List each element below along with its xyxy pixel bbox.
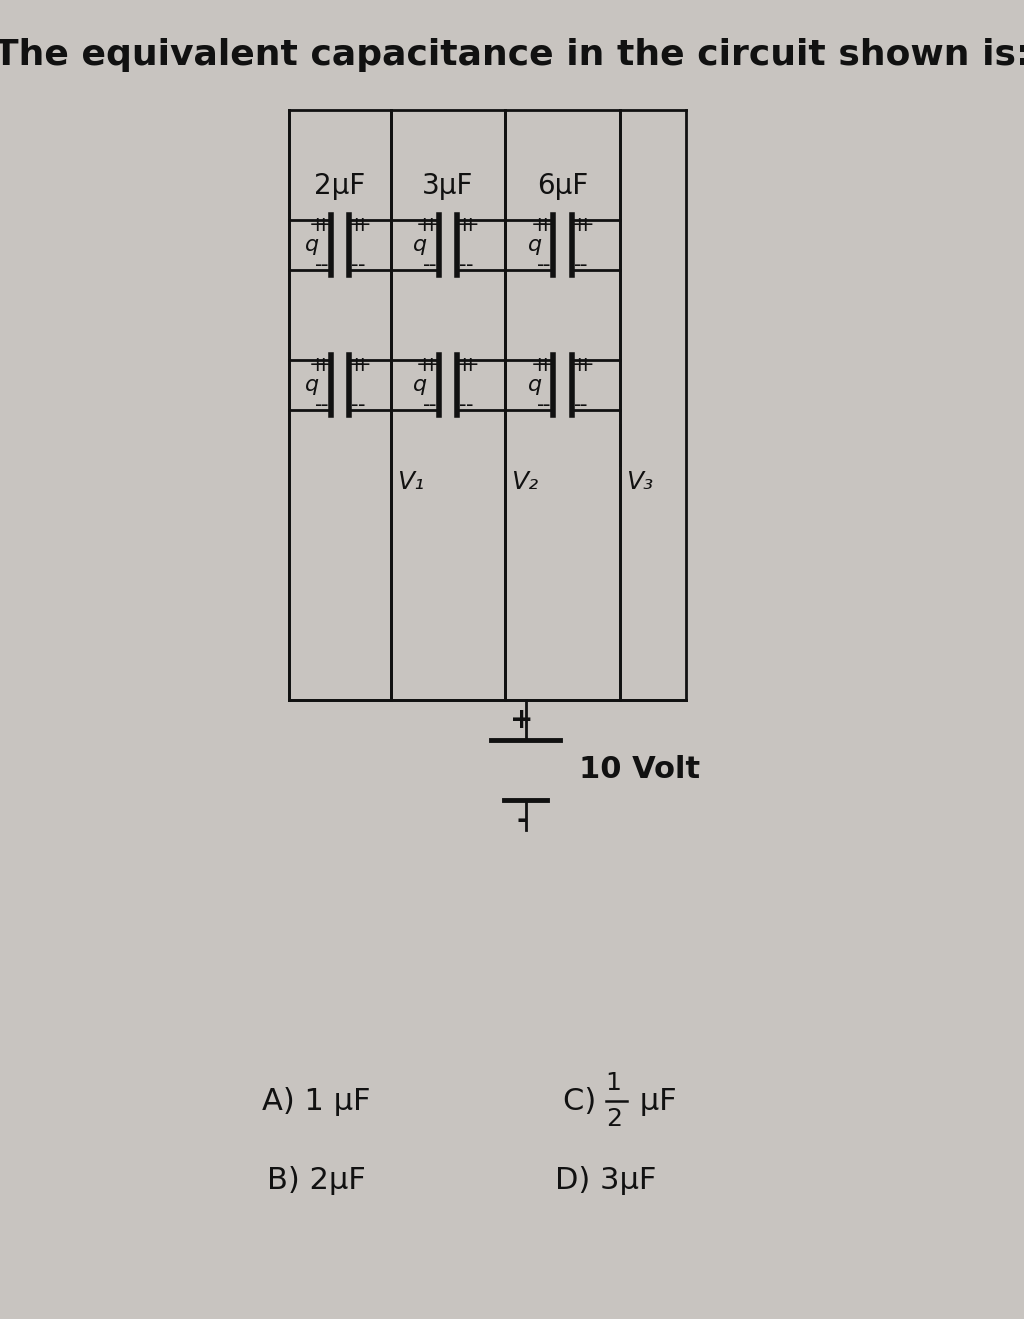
Text: -: -: [573, 394, 582, 415]
Text: V₂: V₂: [511, 470, 539, 495]
Text: q: q: [527, 375, 542, 394]
Text: +: +: [354, 355, 372, 375]
Text: -: -: [357, 255, 366, 274]
Text: +: +: [570, 355, 588, 375]
Text: -: -: [321, 394, 329, 415]
Text: D) 3μF: D) 3μF: [555, 1166, 656, 1195]
Text: -: -: [423, 255, 430, 274]
Text: 1: 1: [606, 1071, 622, 1095]
Text: +: +: [537, 215, 554, 235]
Text: +: +: [577, 215, 594, 235]
Text: +: +: [537, 355, 554, 375]
Text: -: -: [460, 255, 467, 274]
Text: V₃: V₃: [626, 470, 652, 495]
Text: +: +: [456, 355, 473, 375]
Text: +: +: [314, 355, 332, 375]
Text: B) 2μF: B) 2μF: [267, 1166, 366, 1195]
Text: +: +: [456, 215, 473, 235]
Text: 2: 2: [606, 1108, 622, 1132]
Text: q: q: [305, 375, 319, 394]
Text: -: -: [538, 394, 545, 415]
Text: A) 1 μF: A) 1 μF: [262, 1087, 371, 1116]
Text: -: -: [538, 255, 545, 274]
Text: +: +: [314, 215, 332, 235]
Text: -: -: [516, 806, 527, 834]
Text: μF: μF: [630, 1087, 677, 1116]
Text: -: -: [544, 255, 551, 274]
Text: +: +: [530, 215, 548, 235]
Text: -: -: [314, 255, 323, 274]
Text: -: -: [460, 394, 467, 415]
Text: q: q: [527, 235, 542, 255]
Text: 3μF: 3μF: [422, 171, 474, 200]
Text: C): C): [563, 1087, 606, 1116]
Text: +: +: [462, 215, 479, 235]
Text: -: -: [573, 255, 582, 274]
Text: 2μF: 2μF: [314, 171, 366, 200]
Text: -: -: [429, 394, 436, 415]
Text: V₁: V₁: [396, 470, 424, 495]
Text: -: -: [544, 394, 551, 415]
Text: +: +: [354, 215, 372, 235]
Text: -: -: [321, 255, 329, 274]
Text: 10 Volt: 10 Volt: [580, 756, 700, 785]
Text: +: +: [348, 355, 366, 375]
Text: +: +: [308, 355, 326, 375]
Text: -: -: [429, 255, 436, 274]
Text: q: q: [414, 235, 427, 255]
Text: -: -: [466, 394, 473, 415]
Text: +: +: [422, 215, 440, 235]
Text: +: +: [510, 706, 534, 733]
Text: -: -: [351, 255, 359, 274]
Text: +: +: [570, 215, 588, 235]
Text: -: -: [466, 255, 473, 274]
Text: q: q: [414, 375, 427, 394]
Text: 6μF: 6μF: [537, 171, 588, 200]
Text: +: +: [530, 355, 548, 375]
Text: +: +: [308, 215, 326, 235]
Text: +: +: [577, 355, 594, 375]
Text: +: +: [348, 215, 366, 235]
Text: +: +: [416, 355, 434, 375]
Text: The equivalent capacitance in the circuit shown is:: The equivalent capacitance in the circui…: [0, 38, 1024, 73]
Text: -: -: [580, 255, 588, 274]
Text: -: -: [423, 394, 430, 415]
Text: -: -: [314, 394, 323, 415]
Text: q: q: [305, 235, 319, 255]
Text: -: -: [357, 394, 366, 415]
Text: -: -: [351, 394, 359, 415]
Text: +: +: [416, 215, 434, 235]
Text: +: +: [462, 355, 479, 375]
Text: +: +: [422, 355, 440, 375]
Text: -: -: [580, 394, 588, 415]
